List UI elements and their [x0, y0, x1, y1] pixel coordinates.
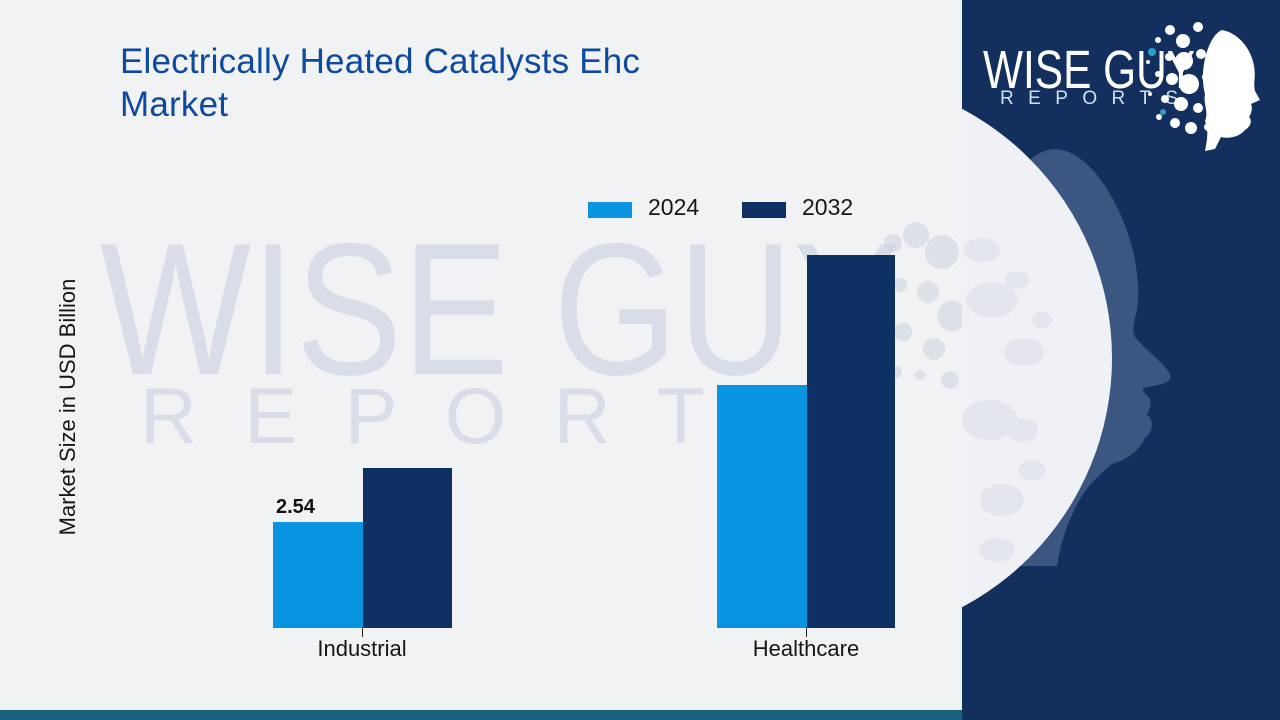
- legend-label-2024: 2024: [648, 194, 700, 220]
- circle-texture-blobs: [962, 238, 1052, 562]
- bar-healthcare-2024: [717, 385, 807, 628]
- watermark-brand-text: WISE GUY: [100, 204, 900, 414]
- legend-item-2024: 2024: [588, 194, 699, 221]
- category-label-healthcare: Healthcare: [752, 636, 860, 661]
- watermark-sub-text: REPORTS: [140, 371, 805, 460]
- legend-item-2032: 2032: [742, 194, 853, 221]
- page-title-line1: Electrically Heated Catalysts Ehc: [120, 42, 641, 81]
- category-label-industrial: Industrial: [317, 636, 407, 661]
- axis-tick-healthcare: [806, 628, 807, 637]
- bar-industrial-2024: [273, 522, 363, 628]
- footer-accent-bar: [0, 710, 975, 720]
- brand-panel: WISE GUY REPORTS: [962, 0, 1280, 720]
- y-axis-label: Market Size in USD Billion: [55, 278, 80, 536]
- legend-swatch-2032: [742, 201, 786, 218]
- watermark-dots: [884, 222, 967, 389]
- legend-label-2032: 2032: [802, 194, 854, 220]
- bar-healthcare-2032: [807, 255, 895, 628]
- axis-tick-industrial: [362, 628, 363, 637]
- page-title: Electrically Heated Catalysts Ehc Market: [120, 40, 640, 126]
- page-title-line2: Market: [120, 85, 229, 124]
- bar-industrial-2032: [363, 468, 452, 628]
- legend-swatch-2024: [588, 201, 632, 218]
- logo-brand-text: WISE GUY: [983, 40, 1195, 100]
- bar-value-label: 2.54: [276, 496, 315, 518]
- logo-dots-icon: [1146, 22, 1219, 134]
